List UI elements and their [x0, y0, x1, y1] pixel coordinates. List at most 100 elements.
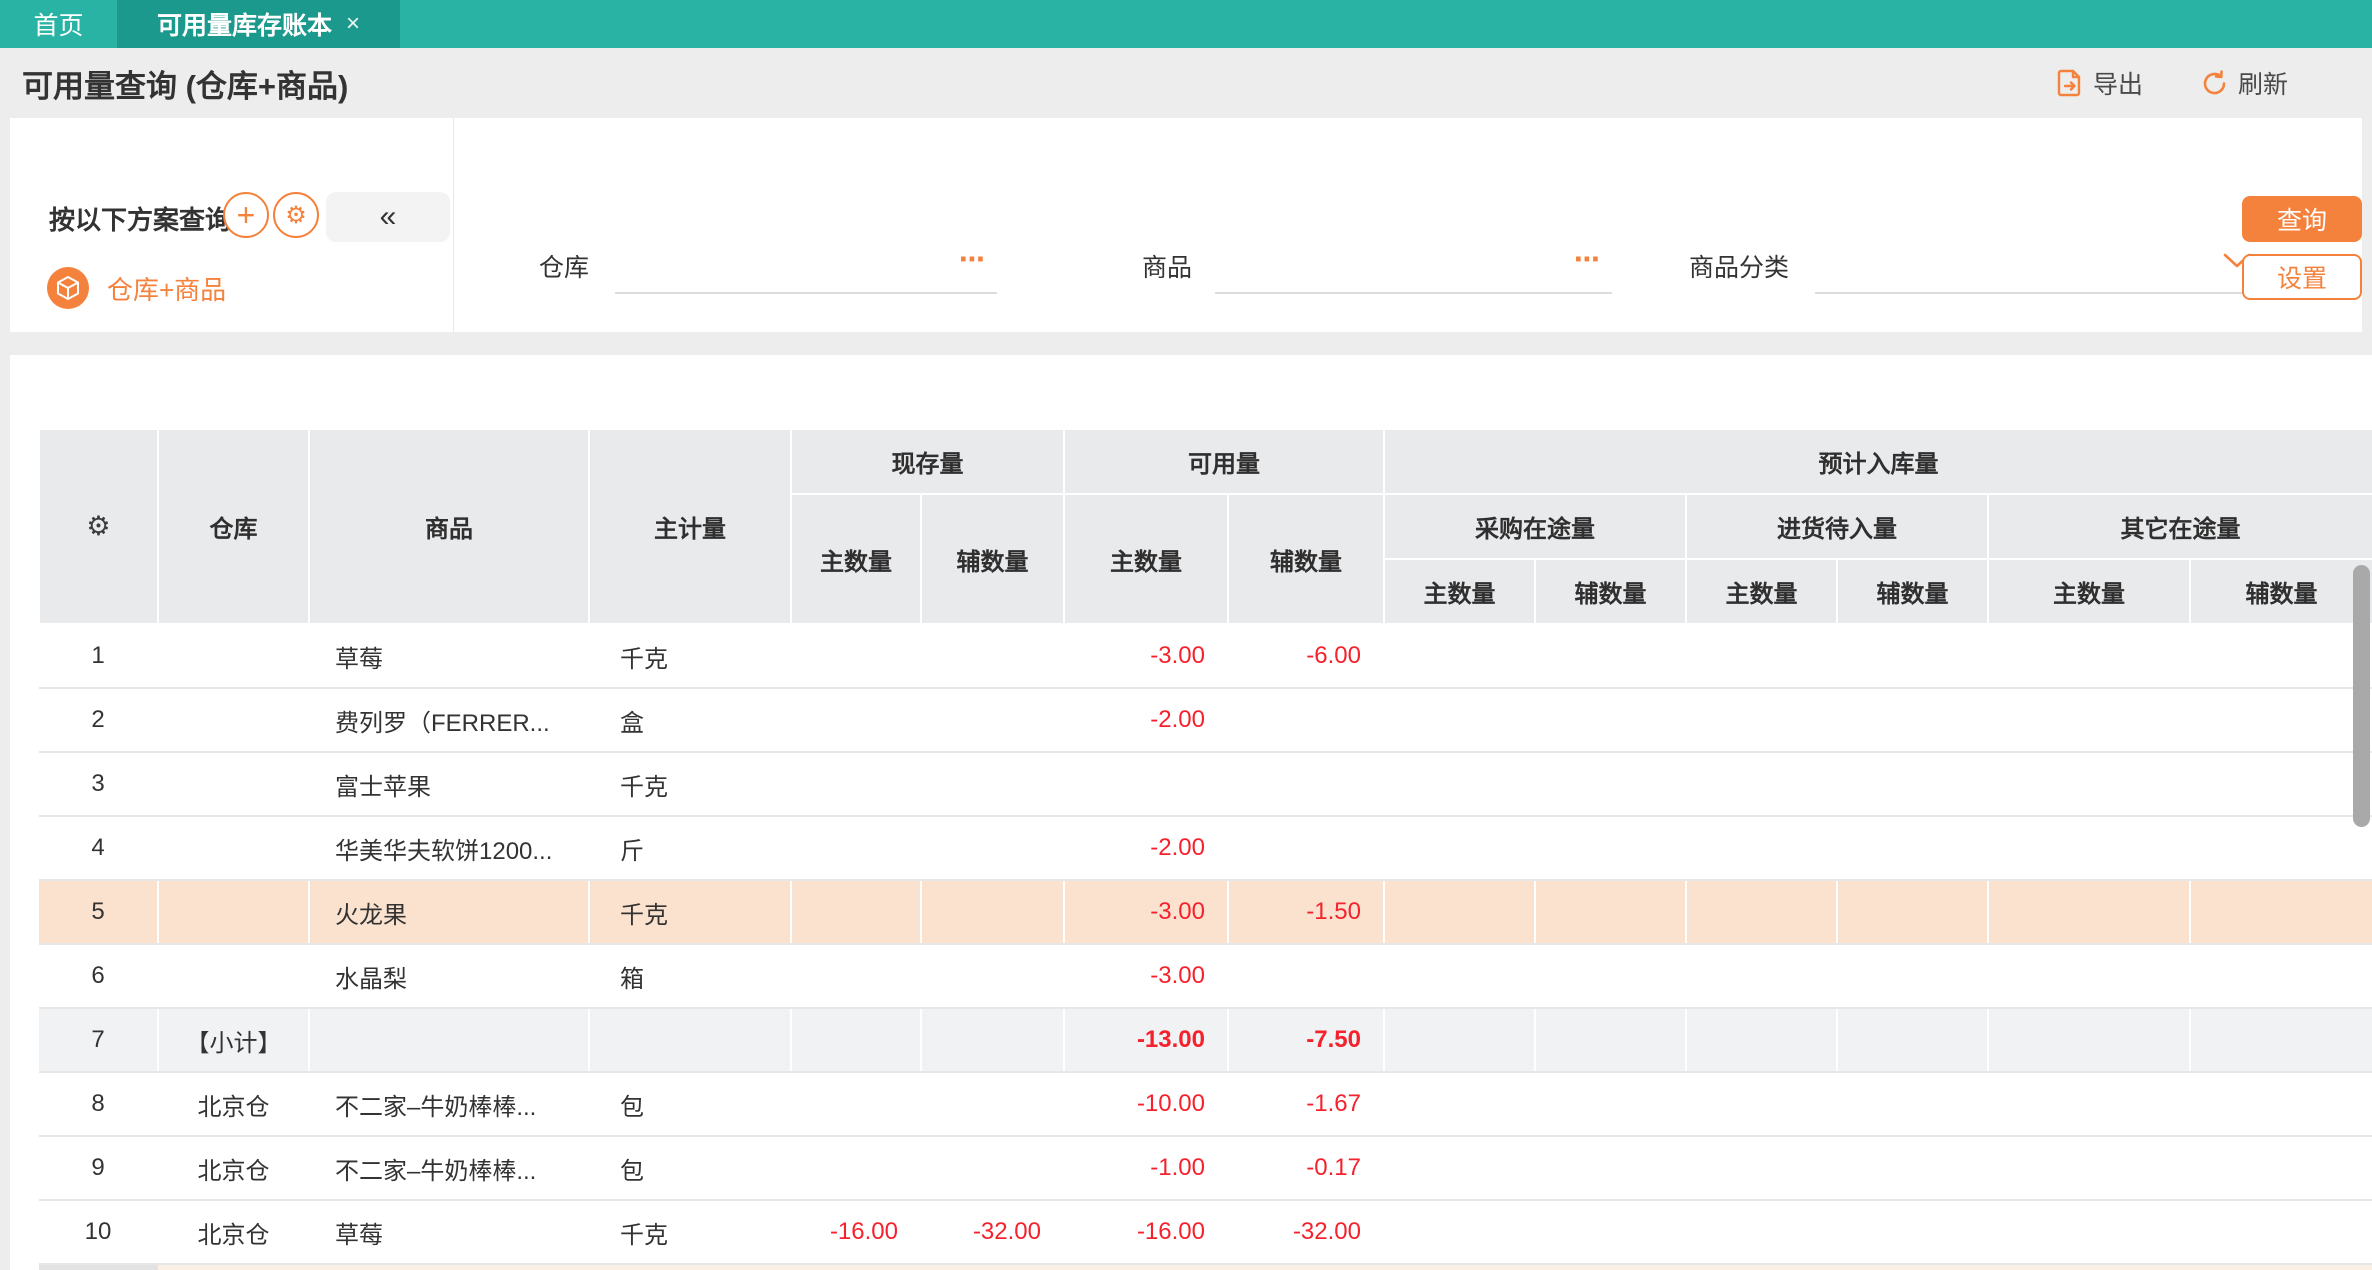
partial-cell — [1064, 1264, 1228, 1270]
refresh-label: 刷新 — [2237, 71, 2288, 99]
other-main-cell — [1988, 1072, 2191, 1137]
table-row-partial[interactable] — [39, 1264, 2372, 1270]
warehouse-input[interactable]: ⋯ — [615, 236, 997, 294]
header-receive-aux: 辅数量 — [1836, 558, 1989, 625]
available-aux-cell: -1.50 — [1228, 880, 1385, 945]
row-index-cell: 6 — [39, 944, 159, 1009]
purchase-main-cell — [1384, 1136, 1536, 1201]
table-row[interactable]: 7 【小计】 -13.00 -7.50 — [39, 1008, 2372, 1073]
product-input[interactable]: ⋯ — [1215, 236, 1612, 294]
partial-cell — [1384, 1264, 1535, 1270]
row-index-cell: 2 — [39, 688, 159, 753]
warehouse-cell — [158, 624, 310, 689]
warehouse-picker-icon[interactable]: ⋯ — [959, 244, 987, 274]
purchase-main-cell — [1384, 1008, 1536, 1073]
receive-aux-cell — [1837, 944, 1989, 1009]
settings-button[interactable]: 设置 — [2242, 254, 2362, 300]
other-aux-cell — [2190, 1136, 2372, 1201]
receive-main-cell — [1686, 624, 1838, 689]
other-main-cell — [1988, 944, 2191, 1009]
header-unit: 主计量 — [588, 428, 792, 625]
scheme-panel-title: 按以下方案查询 — [49, 205, 232, 235]
header-warehouse: 仓库 — [157, 428, 310, 625]
available-main-cell: -1.00 — [1064, 1136, 1229, 1201]
other-main-cell — [1988, 1008, 2191, 1073]
available-main-cell: -10.00 — [1064, 1072, 1229, 1137]
purchase-aux-cell — [1535, 1136, 1687, 1201]
receive-main-cell — [1686, 1136, 1838, 1201]
available-aux-cell — [1228, 688, 1385, 753]
stock-aux-cell — [921, 688, 1065, 753]
refresh-button[interactable]: 刷新 — [2201, 65, 2288, 101]
product-picker-icon[interactable]: ⋯ — [1574, 244, 1602, 274]
category-select[interactable] — [1815, 236, 2257, 294]
scheme-item-warehouse-product[interactable]: 仓库+商品 — [47, 267, 226, 309]
table-row[interactable]: 1 草莓 千克 -3.00 -6.00 — [39, 624, 2372, 689]
scheme-settings-button[interactable]: ⚙ — [273, 192, 319, 238]
query-button[interactable]: 查询 — [2242, 196, 2362, 242]
partial-cell — [589, 1264, 791, 1270]
unit-cell: 箱 — [589, 944, 792, 1009]
table-row[interactable]: 8 北京仓 不二家–牛奶棒棒... 包 -10.00 -1.67 — [39, 1072, 2372, 1137]
row-index-cell: 1 — [39, 624, 159, 689]
collapse-panel-button[interactable]: « — [326, 192, 450, 242]
purchase-aux-cell — [1535, 1008, 1687, 1073]
available-main-cell: -3.00 — [1064, 624, 1229, 689]
tab-home-label: 首页 — [33, 12, 84, 40]
product-cell: 草莓 — [309, 1200, 590, 1265]
tab-close-icon[interactable]: × — [346, 10, 361, 37]
table-row[interactable]: 2 费列罗（FERRER... 盒 -2.00 — [39, 688, 2372, 753]
partial-cell — [1535, 1264, 1686, 1270]
tab-available-ledger[interactable]: 可用量库存账本 × — [117, 0, 400, 48]
available-aux-cell: -0.17 — [1228, 1136, 1385, 1201]
column-settings-header[interactable]: ⚙ — [38, 428, 159, 625]
title-bar: 可用量查询 (仓库+商品) 导出 刷新 — [0, 48, 2372, 118]
table-row[interactable]: 3 富士苹果 千克 — [39, 752, 2372, 817]
add-scheme-button[interactable]: + — [223, 192, 269, 238]
table-row[interactable]: 9 北京仓 不二家–牛奶棒棒... 包 -1.00 -0.17 — [39, 1136, 2372, 1201]
cube-icon — [47, 267, 89, 309]
stock-main-cell — [791, 944, 922, 1009]
unit-cell: 包 — [589, 1072, 792, 1137]
purchase-aux-cell — [1535, 1072, 1687, 1137]
receive-aux-cell — [1837, 1072, 1989, 1137]
product-cell: 费列罗（FERRER... — [309, 688, 590, 753]
row-index-cell: 10 — [39, 1200, 159, 1265]
table-row[interactable]: 6 水晶梨箱 -3.00 — [39, 944, 2372, 1009]
export-icon — [2057, 69, 2083, 97]
plus-icon: + — [236, 197, 256, 233]
header-group-expected-in: 预计入库量 — [1382, 428, 2372, 495]
product-cell: 草莓 — [309, 624, 590, 689]
tab-home[interactable]: 首页 — [0, 0, 117, 48]
row-index-cell: 4 — [39, 816, 159, 881]
row-index-cell: 3 — [39, 752, 159, 817]
unit-cell: 包 — [589, 1136, 792, 1201]
receive-aux-cell — [1837, 688, 1989, 753]
warehouse-cell — [158, 944, 310, 1009]
stock-aux-cell — [921, 752, 1065, 817]
tab-active-label: 可用量库存账本 — [156, 12, 332, 40]
header-group-available: 可用量 — [1063, 428, 1385, 495]
partial-cell — [1837, 1264, 1988, 1270]
purchase-main-cell — [1384, 1072, 1536, 1137]
purchase-aux-cell — [1535, 816, 1687, 881]
vertical-scrollbar[interactable] — [2353, 565, 2370, 827]
table-row[interactable]: 10 北京仓 草莓 千克 -16.00 -32.00 -16.00 -32.00 — [39, 1200, 2372, 1265]
export-button[interactable]: 导出 — [2057, 65, 2143, 101]
purchase-aux-cell — [1535, 1200, 1687, 1265]
table-row[interactable]: 4 华美华夫软饼1200... 斤 -2.00 — [39, 816, 2372, 881]
header-receive-main: 主数量 — [1685, 558, 1838, 625]
row-index-cell: 7 — [39, 1008, 159, 1073]
warehouse-cell — [158, 880, 310, 945]
other-main-cell — [1988, 1200, 2191, 1265]
receive-main-cell — [1686, 1200, 1838, 1265]
stock-main-cell — [791, 1072, 922, 1137]
product-cell: 不二家–牛奶棒棒... — [309, 1072, 590, 1137]
export-label: 导出 — [2092, 71, 2143, 99]
category-field-label: 商品分类 — [1689, 254, 1790, 282]
table-row[interactable]: 5 火龙果 千克 -3.00 -1.50 — [39, 880, 2372, 945]
purchase-main-cell — [1384, 688, 1536, 753]
other-main-cell — [1988, 1136, 2191, 1201]
stock-aux-cell — [921, 944, 1065, 1009]
refresh-icon — [2201, 69, 2228, 97]
